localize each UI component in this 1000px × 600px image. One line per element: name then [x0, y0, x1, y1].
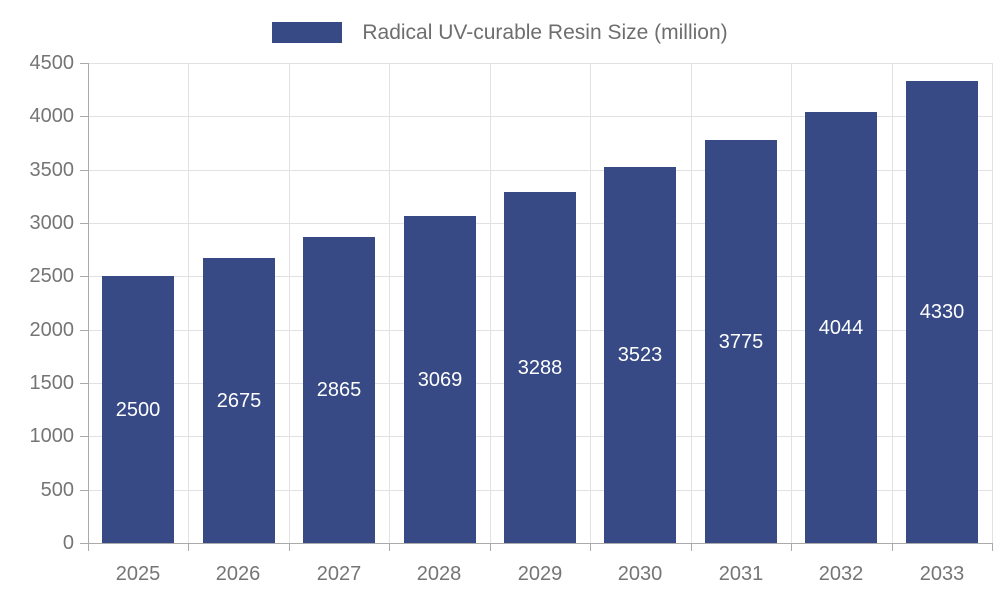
bar-value-label: 2675 [216, 390, 262, 412]
y-axis-tick [80, 330, 88, 331]
y-axis-tick [80, 63, 88, 64]
x-tick-label: 2025 [115, 563, 161, 585]
bar-value-label: 4330 [919, 301, 965, 323]
gridline-vertical [289, 63, 290, 543]
y-tick-label: 2500 [29, 265, 75, 287]
bar[interactable]: 2675 [203, 258, 275, 543]
bar-value-label: 2865 [316, 379, 362, 401]
gridline-horizontal [88, 63, 992, 64]
x-tick-label: 2026 [215, 563, 261, 585]
bar[interactable]: 2865 [303, 237, 375, 543]
gridline-vertical [389, 63, 390, 543]
bar-value-label: 3523 [617, 344, 663, 366]
gridline-vertical [188, 63, 189, 543]
gridline-horizontal [88, 170, 992, 171]
gridline-vertical [992, 63, 993, 543]
y-tick-label: 3500 [29, 159, 75, 181]
x-tick-label: 2033 [919, 563, 965, 585]
x-axis-tick [691, 543, 692, 551]
x-axis-tick [188, 543, 189, 551]
bar[interactable]: 3069 [404, 216, 476, 543]
y-axis-tick [80, 276, 88, 277]
bar[interactable]: 3523 [604, 167, 676, 543]
gridline-vertical [892, 63, 893, 543]
y-axis-tick [80, 116, 88, 117]
x-axis-tick [791, 543, 792, 551]
legend-swatch [272, 21, 343, 43]
y-axis-tick [80, 170, 88, 171]
y-tick-label: 4500 [29, 52, 75, 74]
y-tick-label: 3000 [29, 212, 75, 234]
bar[interactable]: 4044 [805, 112, 877, 543]
y-tick-label: 1000 [29, 425, 75, 447]
x-tick-label: 2028 [416, 563, 462, 585]
y-axis-tick [80, 223, 88, 224]
x-tick-label: 2031 [718, 563, 764, 585]
gridline-horizontal [88, 116, 992, 117]
y-axis-tick [80, 383, 88, 384]
y-tick-label: 0 [62, 532, 74, 554]
x-axis-tick [892, 543, 893, 551]
x-tick-label: 2029 [517, 563, 563, 585]
x-tick-label: 2032 [818, 563, 864, 585]
x-axis-tick [289, 543, 290, 551]
y-axis-line [88, 63, 89, 543]
bar-value-label: 3288 [517, 357, 563, 379]
x-tick-label: 2027 [316, 563, 362, 585]
y-tick-label: 4000 [29, 105, 75, 127]
gridline-vertical [590, 63, 591, 543]
bar-value-label: 3775 [718, 331, 764, 353]
x-tick-label: 2030 [617, 563, 663, 585]
x-axis-line [88, 543, 993, 544]
x-axis-tick [590, 543, 591, 551]
bar[interactable]: 3288 [504, 192, 576, 543]
legend-label: Radical UV-curable Resin Size (million) [362, 20, 728, 44]
legend[interactable]: Radical UV-curable Resin Size (million) [0, 14, 1000, 50]
y-tick-label: 2000 [29, 319, 75, 341]
x-axis-tick [389, 543, 390, 551]
bar-value-label: 4044 [818, 317, 864, 339]
bar[interactable]: 3775 [705, 140, 777, 543]
x-axis-tick [992, 543, 993, 551]
gridline-vertical [791, 63, 792, 543]
bar[interactable]: 2500 [102, 276, 174, 543]
bar-value-label: 2500 [115, 399, 161, 421]
gridline-vertical [490, 63, 491, 543]
y-tick-label: 500 [40, 479, 74, 501]
gridline-vertical [691, 63, 692, 543]
bar[interactable]: 4330 [906, 81, 978, 543]
x-axis-tick [490, 543, 491, 551]
y-axis-tick [80, 490, 88, 491]
y-axis-tick [80, 543, 88, 544]
bar-value-label: 3069 [417, 369, 463, 391]
x-axis-tick [88, 543, 89, 551]
y-tick-label: 1500 [29, 372, 75, 394]
y-axis-tick [80, 436, 88, 437]
